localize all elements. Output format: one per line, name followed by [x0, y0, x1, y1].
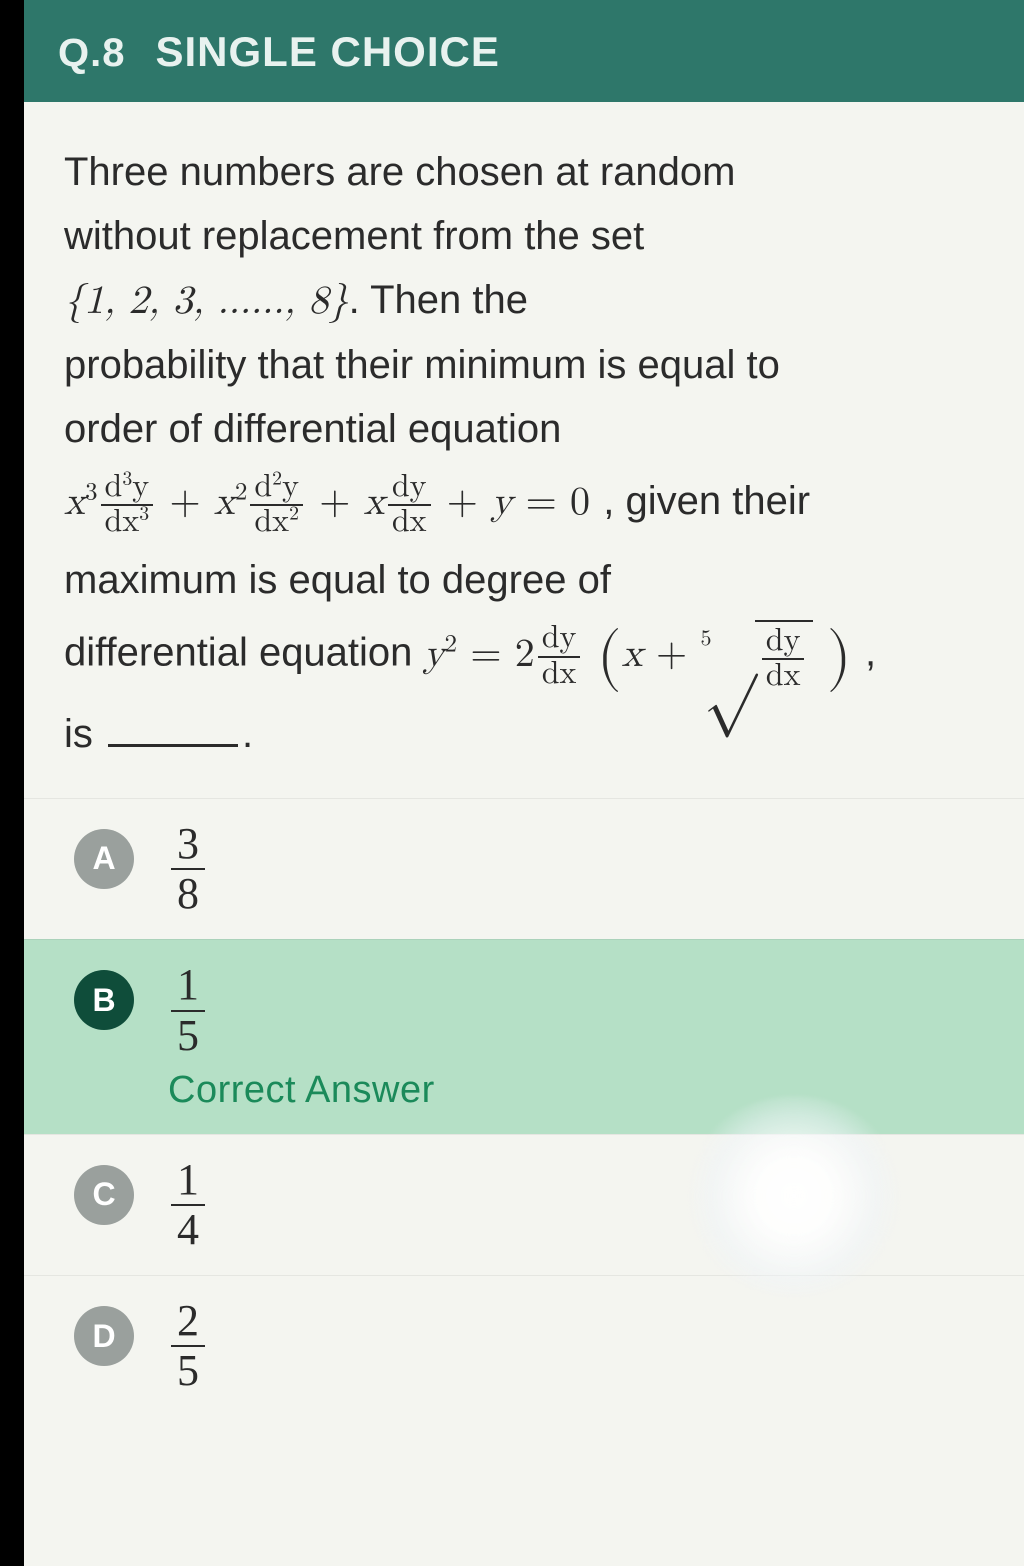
question-text: is	[64, 712, 104, 756]
option-content: 14	[168, 1157, 208, 1253]
question-line: without replacement from the set	[64, 204, 984, 268]
question-body: Three numbers are chosen at random witho…	[24, 102, 1024, 798]
math-expression: x3d3ydx3 + x2d2ydx2 + xdydx + y = 0	[64, 482, 603, 522]
option-content: 38	[168, 821, 208, 917]
question-text: .	[242, 712, 253, 756]
option-content: 25	[168, 1298, 208, 1394]
option-letter: B	[74, 970, 134, 1030]
option-value: 15	[168, 962, 435, 1058]
question-number: Q.8	[58, 31, 125, 76]
options-list: A 38 B 15 Correct Answer C 14	[24, 798, 1024, 1417]
equation-1: x3d3ydx3 + x2d2ydx2 + xdydx + y = 0 , gi…	[64, 469, 984, 540]
math-expression: y2 = 2dydx (x + 5√dydx )	[424, 634, 865, 674]
option-value: 38	[168, 821, 208, 917]
question-header: Q.8 SINGLE CHOICE	[24, 0, 1024, 102]
option-letter: C	[74, 1165, 134, 1225]
blank-line	[108, 715, 238, 747]
option-c[interactable]: C 14	[24, 1134, 1024, 1275]
question-line: is .	[64, 702, 984, 766]
quiz-screen: Q.8 SINGLE CHOICE Three numbers are chos…	[24, 0, 1024, 1566]
question-text: ,	[865, 631, 876, 675]
question-text: differential equation	[64, 631, 424, 675]
question-type: SINGLE CHOICE	[155, 28, 499, 76]
option-b[interactable]: B 15 Correct Answer	[24, 939, 1024, 1133]
question-line: {1, 2, 3, ……, 8}. Then the	[64, 268, 984, 333]
option-d[interactable]: D 25	[24, 1275, 1024, 1416]
question-line: probability that their minimum is equal …	[64, 333, 984, 397]
option-content: 15 Correct Answer	[168, 962, 435, 1111]
correct-answer-label: Correct Answer	[168, 1069, 435, 1112]
option-a[interactable]: A 38	[24, 798, 1024, 939]
option-value: 14	[168, 1157, 208, 1253]
option-letter: D	[74, 1306, 134, 1366]
question-line: maximum is equal to degree of	[64, 548, 984, 612]
question-line: Three numbers are chosen at random	[64, 140, 984, 204]
question-line: order of differential equation	[64, 397, 984, 461]
question-text: , given their	[603, 479, 810, 523]
equation-2: differential equation y2 = 2dydx (x + 5√…	[64, 620, 984, 694]
set-expression: {1, 2, 3, ……, 8}	[64, 281, 349, 321]
option-letter: A	[74, 829, 134, 889]
question-text: . Then the	[349, 278, 528, 322]
option-value: 25	[168, 1298, 208, 1394]
